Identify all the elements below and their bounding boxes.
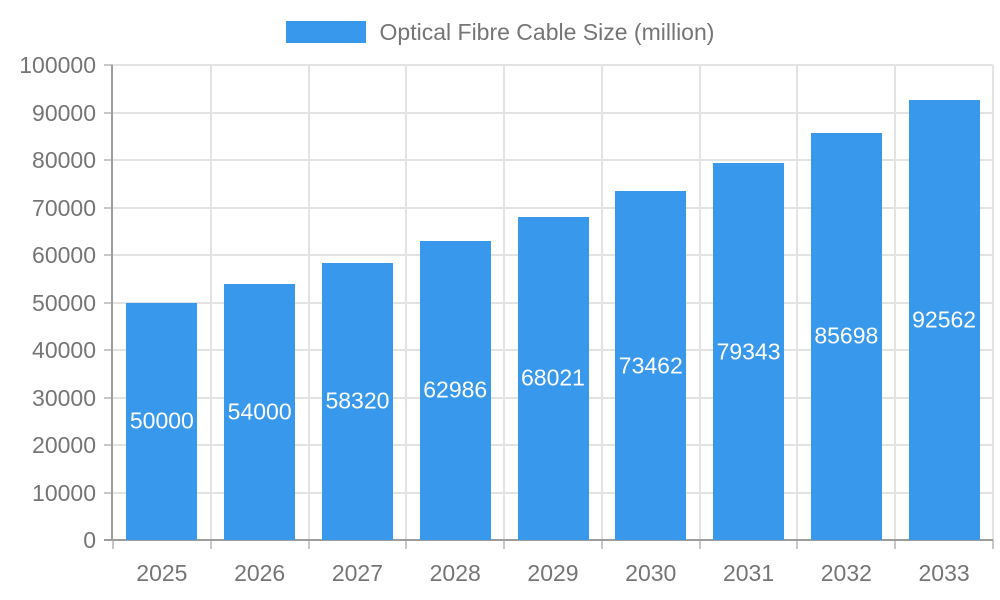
y-axis-label: 60000 bbox=[32, 242, 96, 268]
y-axis-tick bbox=[104, 206, 113, 209]
gridline-vertical bbox=[405, 65, 408, 540]
gridline-vertical bbox=[992, 65, 994, 540]
bar[interactable]: 79343 bbox=[713, 163, 785, 540]
bar-value-label: 68021 bbox=[521, 364, 585, 391]
y-axis-label: 70000 bbox=[32, 194, 96, 221]
y-axis-label: 20000 bbox=[32, 432, 96, 458]
y-axis-tick bbox=[104, 349, 113, 351]
x-axis-tick bbox=[698, 540, 701, 549]
gridline-vertical bbox=[796, 65, 799, 540]
y-axis-tick bbox=[104, 396, 113, 399]
x-axis-tick bbox=[796, 540, 799, 549]
bar-value-label: 62986 bbox=[423, 376, 488, 403]
bar[interactable]: 58320 bbox=[321, 262, 393, 540]
legend-label: Optical Fibre Cable Size (million) bbox=[379, 18, 715, 45]
bar[interactable]: 68021 bbox=[517, 216, 589, 540]
gridline-horizontal bbox=[113, 159, 993, 161]
bar[interactable]: 54000 bbox=[224, 283, 296, 540]
bar-value-label: 85698 bbox=[814, 322, 879, 349]
y-axis-tick bbox=[104, 254, 113, 256]
y-axis-tick bbox=[104, 111, 113, 114]
bar[interactable]: 62986 bbox=[419, 240, 491, 540]
x-axis-label: 2032 bbox=[820, 560, 872, 586]
y-axis-label: 80000 bbox=[32, 147, 96, 173]
x-axis-tick bbox=[307, 540, 310, 549]
y-axis-label: 50000 bbox=[32, 289, 96, 316]
y-axis-label: 40000 bbox=[32, 337, 96, 363]
gridline-vertical bbox=[600, 65, 603, 540]
gridline-vertical bbox=[503, 65, 506, 540]
x-axis-tick bbox=[209, 540, 212, 549]
x-axis-label: 2029 bbox=[527, 560, 579, 586]
gridline-horizontal bbox=[113, 206, 993, 209]
x-axis-label: 2025 bbox=[136, 560, 188, 586]
gridline-vertical bbox=[894, 65, 897, 540]
y-axis-tick bbox=[104, 159, 113, 161]
x-axis-line bbox=[104, 539, 993, 541]
y-axis-label: 100000 bbox=[19, 52, 96, 78]
gridline-vertical bbox=[209, 65, 212, 540]
x-axis-tick bbox=[503, 540, 506, 549]
x-axis-label: 2031 bbox=[722, 560, 775, 586]
x-axis-tick bbox=[112, 540, 114, 549]
chart-legend: Optical Fibre Cable Size (million) bbox=[0, 15, 1000, 49]
y-axis-label: 0 bbox=[83, 527, 96, 553]
bar-value-label: 54000 bbox=[227, 398, 292, 425]
legend-item[interactable]: Optical Fibre Cable Size (million) bbox=[285, 18, 715, 46]
y-axis-label: 30000 bbox=[32, 384, 96, 411]
gridline-horizontal bbox=[113, 111, 993, 114]
bar-value-label: 79343 bbox=[716, 338, 781, 365]
gridline-vertical bbox=[698, 65, 701, 540]
x-axis-label: 2028 bbox=[429, 560, 481, 586]
bar-value-label: 58320 bbox=[325, 387, 390, 414]
plot-area: 50000 54000 58320 62986 68021 73462 79343 85698… bbox=[113, 64, 994, 540]
bar[interactable]: 92562 bbox=[908, 100, 980, 540]
bar[interactable]: 85698 bbox=[810, 132, 882, 540]
y-axis-line bbox=[111, 65, 113, 540]
bar-value-label: 73462 bbox=[618, 352, 683, 379]
legend-swatch bbox=[285, 21, 366, 43]
y-axis-label: 10000 bbox=[32, 479, 96, 506]
gridline-vertical bbox=[307, 65, 310, 540]
y-axis-tick bbox=[104, 491, 113, 494]
gridline-horizontal bbox=[113, 64, 993, 66]
bar[interactable]: 50000 bbox=[126, 302, 198, 540]
bar[interactable]: 73462 bbox=[615, 191, 687, 540]
x-axis-label: 2033 bbox=[918, 560, 970, 586]
bar-value-label: 92562 bbox=[912, 306, 977, 333]
y-axis-tick bbox=[104, 444, 113, 446]
x-axis-tick bbox=[894, 540, 897, 549]
x-axis-label: 2027 bbox=[331, 560, 384, 586]
x-axis-tick bbox=[992, 540, 994, 549]
x-axis-tick bbox=[600, 540, 603, 549]
x-axis-label: 2030 bbox=[625, 560, 677, 586]
y-axis-tick bbox=[104, 64, 113, 66]
x-axis-label: 2026 bbox=[234, 560, 286, 586]
y-axis-label: 90000 bbox=[32, 99, 96, 126]
y-axis-tick bbox=[104, 301, 113, 304]
x-axis-tick bbox=[405, 540, 408, 549]
bar-value-label: 50000 bbox=[129, 407, 194, 434]
